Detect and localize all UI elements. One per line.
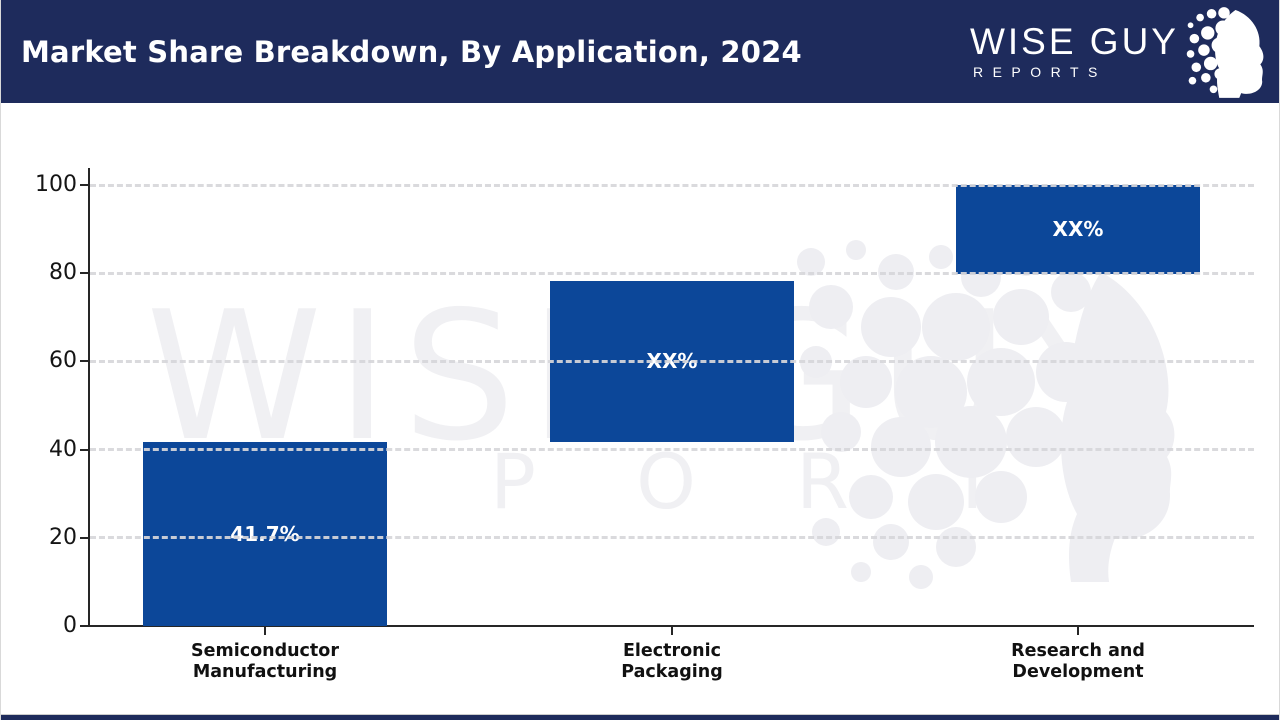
gridline-60 (90, 359, 1254, 363)
x-tick-mark-electronic-packaging (671, 627, 673, 635)
gridline-100 (90, 183, 1254, 187)
bar-value-label-semiconductor-manufacturing: 41.7% (230, 522, 300, 547)
wise-guy-reports-logo: WISE GUY REPORTS (970, 0, 1267, 103)
bar-value-label-research-and-development: XX% (1052, 217, 1104, 242)
y-tick-label-20: 20 (49, 524, 77, 550)
y-tick-mark-0 (80, 625, 88, 627)
dotted-face-logo-icon (1186, 6, 1264, 98)
y-tick-label-80: 80 (49, 260, 77, 286)
y-tick-label-0: 0 (63, 613, 77, 638)
x-category-label-semiconductor-manufacturing: Semiconductor Manufacturing (191, 641, 339, 682)
x-tick-mark-semiconductor-manufacturing (264, 627, 266, 635)
footer-strip (1, 715, 1279, 720)
x-category-label-research-and-development: Research and Development (1011, 641, 1145, 682)
y-tick-mark-40 (80, 448, 88, 451)
bar-semiconductor-manufacturing: 41.7% (143, 442, 387, 626)
gridline-80 (90, 271, 1254, 275)
logo-subtitle: REPORTS (972, 64, 1107, 80)
y-tick-label-60: 60 (49, 348, 77, 374)
x-tick-mark-research-and-development (1077, 627, 1079, 635)
x-category-label-electronic-packaging: Electronic Packaging (621, 641, 723, 682)
logo-wordmark: WISE GUY (969, 21, 1179, 62)
gridline-20 (90, 536, 1254, 540)
y-tick-mark-20 (80, 536, 88, 539)
gridline-40 (90, 448, 1254, 452)
y-tick-mark-100 (80, 184, 88, 186)
header-bar: Market Share Breakdown, By Application, … (1, 0, 1279, 103)
y-axis (88, 168, 90, 627)
y-tick-label-100: 100 (35, 172, 77, 197)
x-axis (88, 625, 1254, 627)
y-tick-label-40: 40 (49, 436, 77, 462)
page-bottom-border (1, 714, 1279, 715)
page-title: Market Share Breakdown, By Application, … (21, 34, 802, 69)
y-tick-mark-80 (80, 272, 88, 275)
bar-research-and-development: XX% (956, 185, 1200, 274)
y-tick-mark-60 (80, 360, 88, 363)
